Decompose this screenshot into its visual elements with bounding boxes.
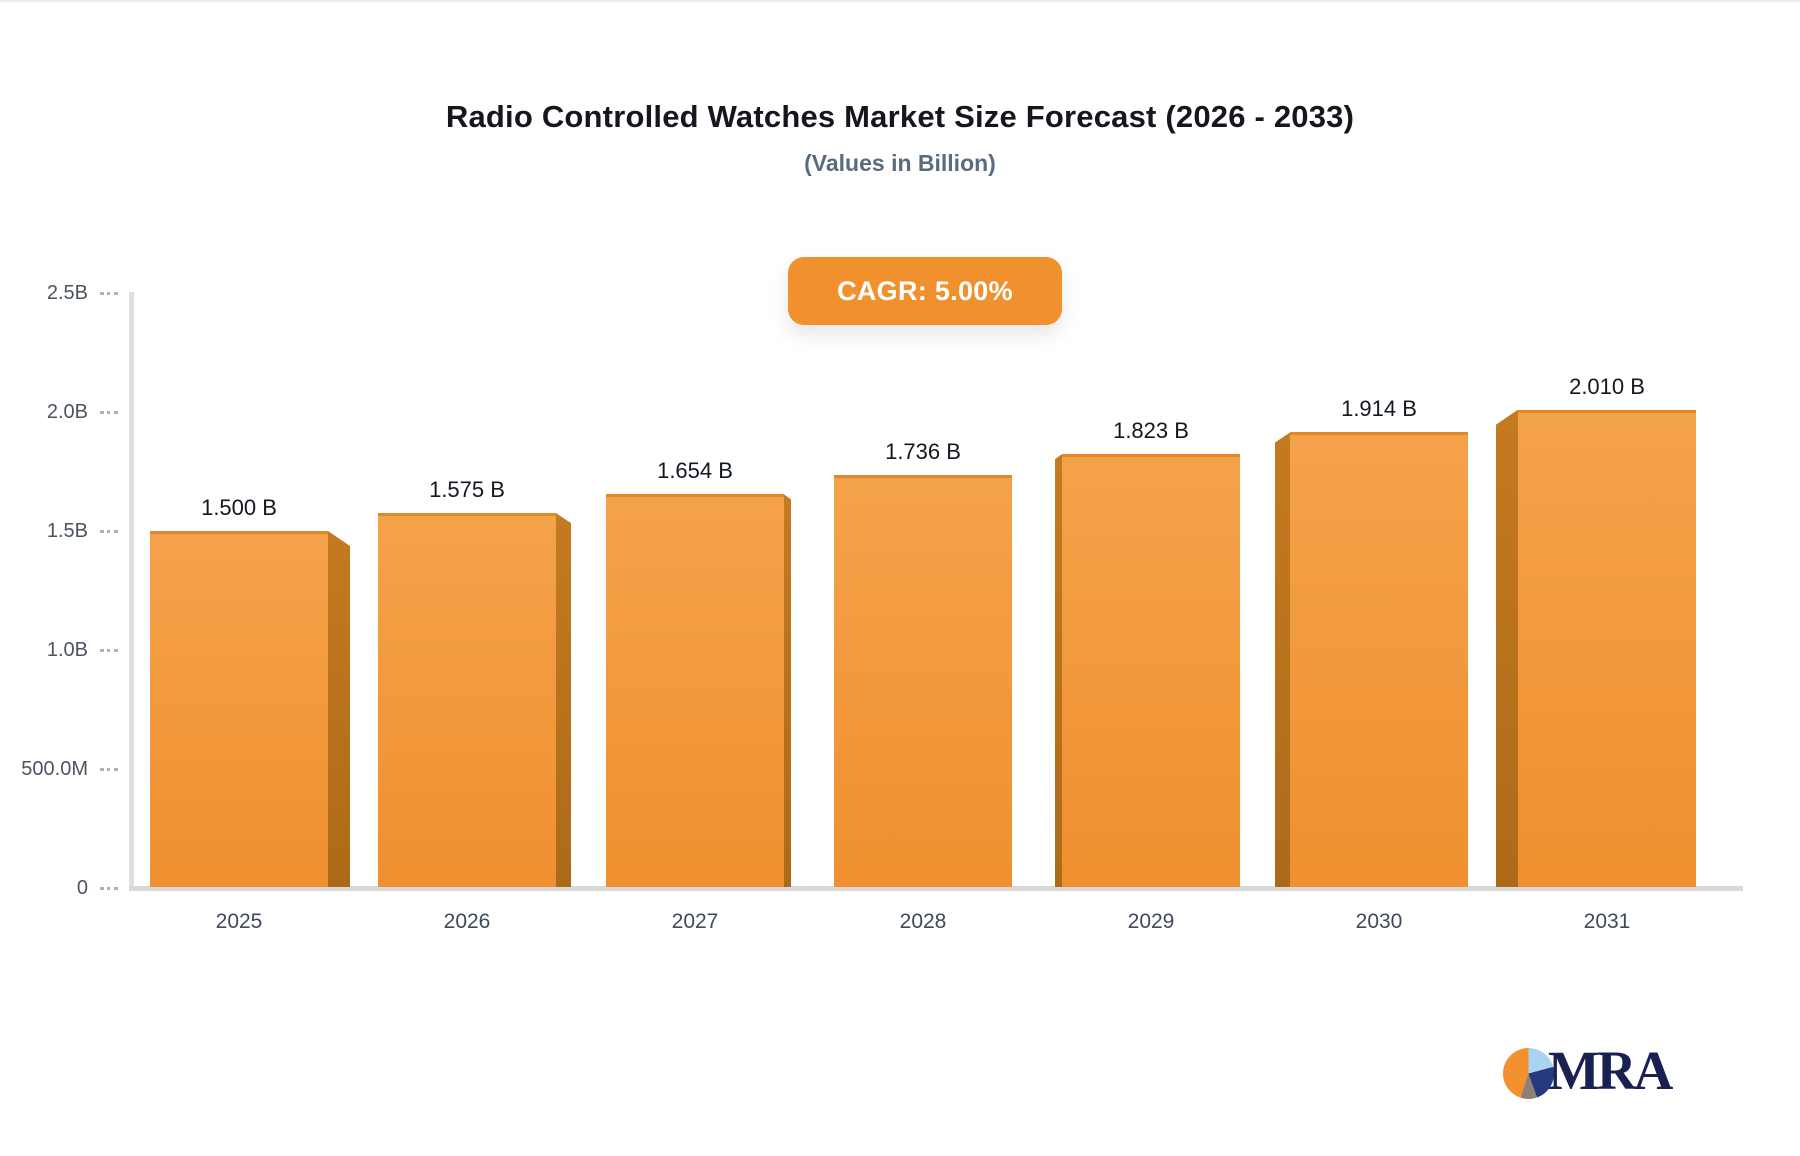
x-axis-label: 2030 xyxy=(1355,910,1403,933)
y-axis-tick-label: 2.5B xyxy=(46,282,88,304)
bar-side-face xyxy=(1275,432,1290,887)
bar-2030 xyxy=(1290,432,1468,887)
x-axis-label: 2028 xyxy=(899,910,947,933)
chart-subtitle: (Values in Billion) xyxy=(804,150,996,176)
chart-title: Radio Controlled Watches Market Size For… xyxy=(445,99,1355,134)
bar-value-label: 1.823 B xyxy=(1113,418,1189,444)
bar-2029 xyxy=(1062,454,1240,887)
bar-side-face xyxy=(1496,409,1518,887)
x-axis-line xyxy=(129,886,1743,891)
x-axis-label: 2025 xyxy=(215,910,263,933)
bar-side-face xyxy=(784,494,791,887)
y-axis-tick-mark xyxy=(100,411,118,414)
bar-value-label: 1.654 B xyxy=(657,458,733,484)
bar-side-face xyxy=(556,513,571,887)
y-axis-line xyxy=(129,292,134,888)
y-axis-tick-label: 0 xyxy=(76,877,88,899)
bar-side-face xyxy=(1055,454,1062,887)
cagr-badge-label: CAGR: 5.00% xyxy=(837,275,1013,306)
bar-2025 xyxy=(150,531,328,887)
x-axis-label: 2029 xyxy=(1127,910,1175,933)
pie-chart-logo-icon xyxy=(1503,1047,1554,1099)
bar-value-label: 1.736 B xyxy=(885,438,961,464)
bar-2031 xyxy=(1518,409,1696,887)
x-axis-label: 2027 xyxy=(671,910,719,933)
y-axis-tick-label: 500.0M xyxy=(21,758,88,780)
y-axis-tick-label: 1.5B xyxy=(46,520,88,542)
x-axis-label: 2031 xyxy=(1583,910,1631,933)
bar-2027 xyxy=(606,494,784,887)
bar-2028 xyxy=(834,474,1012,887)
bar-value-label: 1.914 B xyxy=(1341,396,1417,422)
y-axis-tick-label: 2.0B xyxy=(46,401,88,423)
y-axis-tick-mark xyxy=(100,292,118,295)
bar-side-face xyxy=(328,531,350,887)
cagr-badge: CAGR: 5.00% xyxy=(788,257,1062,325)
bar-value-label: 2.010 B xyxy=(1569,373,1645,399)
y-axis-tick-mark xyxy=(100,887,118,890)
x-axis-label: 2026 xyxy=(443,910,491,933)
y-axis-tick-mark xyxy=(100,768,118,771)
y-axis-tick-label: 1.0B xyxy=(46,639,88,661)
y-axis-tick-mark xyxy=(100,530,118,533)
bar-value-label: 1.500 B xyxy=(201,495,277,520)
bar-value-label: 1.575 B xyxy=(429,477,505,503)
brand-logo: MRA xyxy=(1503,1040,1673,1102)
y-axis-tick-mark xyxy=(100,649,118,652)
bar-2026 xyxy=(378,513,556,887)
brand-logo-text: MRA xyxy=(1548,1040,1673,1101)
